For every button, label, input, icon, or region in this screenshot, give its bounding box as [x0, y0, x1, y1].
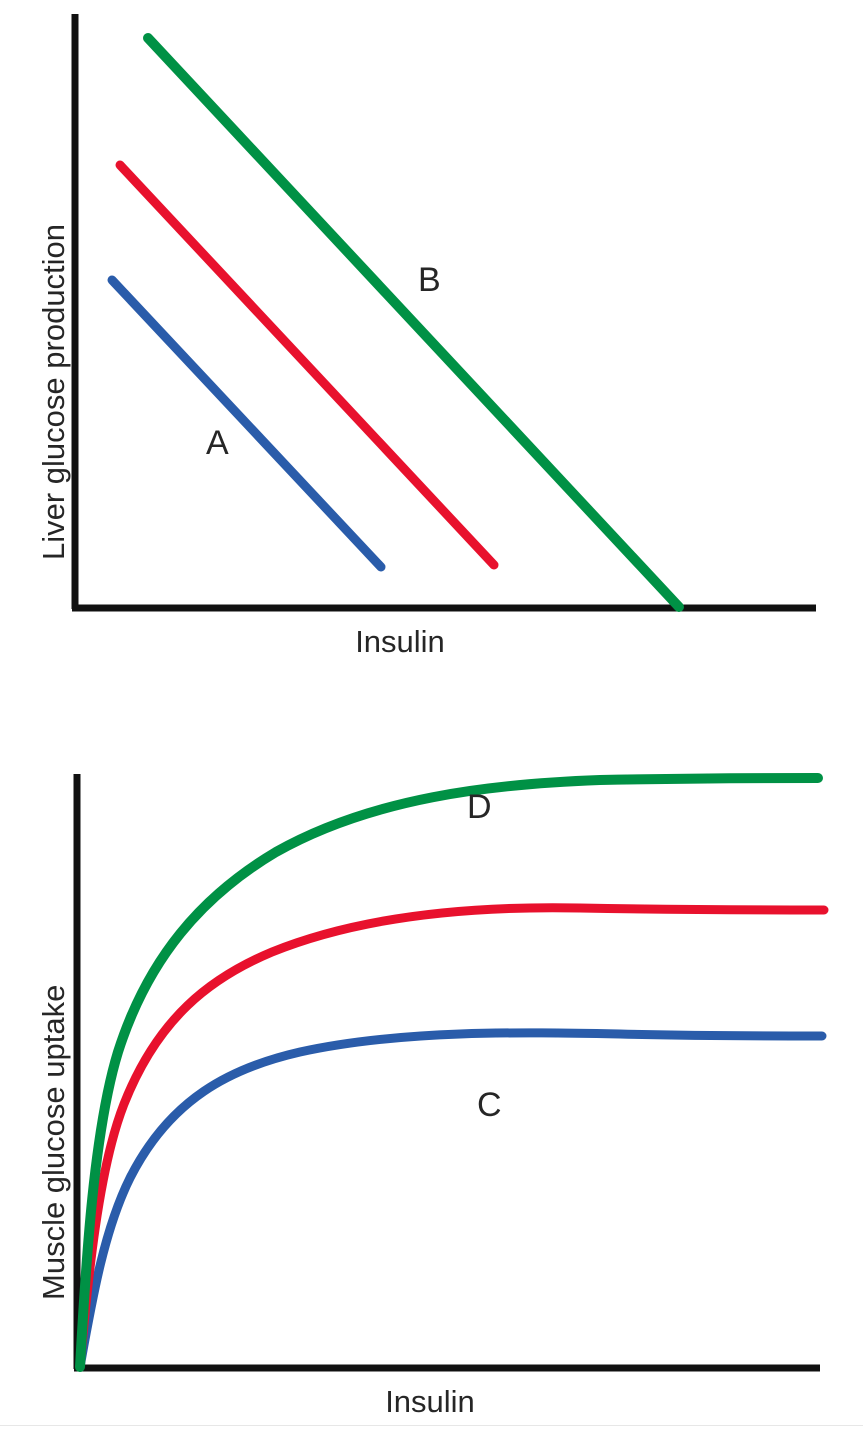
curve-label-b: B [418, 261, 441, 299]
series-curve-blue-c [75, 1028, 827, 1372]
bottom-divider [0, 1425, 863, 1426]
series-curve-green-d [75, 773, 823, 1372]
muscle-glucose-plot [73, 773, 829, 1372]
curve-label-c: C [477, 1086, 502, 1124]
chart-panel-muscle: Muscle glucose uptake Insulin C D [0, 700, 863, 1440]
chart-panel-liver: Liver glucose production Insulin A B [0, 0, 863, 700]
y-axis-label-liver: Liver glucose production [36, 223, 71, 560]
liver-glucose-plot [71, 14, 816, 612]
x-axis-label-insulin-bottom: Insulin [385, 1384, 475, 1419]
series-line-red [115, 160, 499, 570]
y-axis-label-muscle: Muscle glucose uptake [36, 984, 71, 1300]
series-line-green-b [143, 33, 684, 612]
series-line-blue-a [107, 275, 386, 572]
series-curve-red [75, 903, 829, 1372]
curve-label-a: A [206, 424, 229, 462]
curve-label-d: D [467, 788, 492, 826]
x-axis-label-insulin-top: Insulin [355, 624, 445, 659]
